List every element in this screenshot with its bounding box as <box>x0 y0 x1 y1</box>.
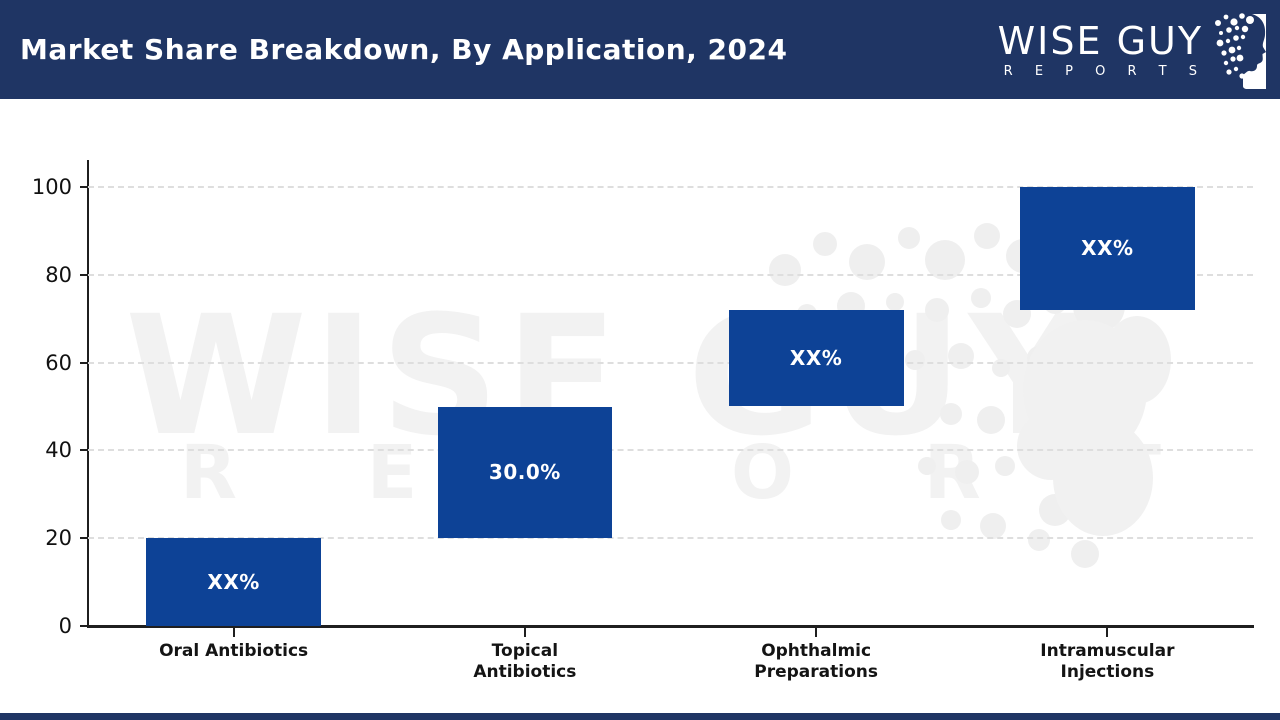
x-category-label: Intramuscular Injections <box>1040 641 1175 682</box>
page-title: Market Share Breakdown, By Application, … <box>20 33 788 66</box>
logo-wordmark: WISE GUY <box>997 19 1204 63</box>
y-tick-mark <box>80 449 88 452</box>
x-tick-mark <box>1106 628 1109 637</box>
y-tick-label: 0 <box>58 614 72 638</box>
brand-logo: WISE GUY R E P O R T S <box>995 8 1266 92</box>
bar-topical-antibiotics: 30.0% <box>437 406 613 539</box>
bar-value-label: 30.0% <box>488 460 561 485</box>
bar-ophthalmic-preparations: XX% <box>728 309 904 407</box>
y-tick-mark <box>80 273 88 276</box>
bar-oral-antibiotics: XX% <box>146 538 321 626</box>
header-bar: Market Share Breakdown, By Application, … <box>0 0 1280 99</box>
bar-intramuscular-injections: XX% <box>1020 187 1195 310</box>
x-category-label: Ophthalmic Preparations <box>754 641 878 682</box>
logo-head-icon <box>1215 13 1266 89</box>
gridline <box>88 361 1253 364</box>
y-tick-label: 60 <box>45 350 72 375</box>
x-tick-mark <box>523 628 526 637</box>
bar-value-label: XX% <box>1081 236 1134 261</box>
y-tick-label: 40 <box>45 438 72 463</box>
x-axis-spine <box>87 625 1254 628</box>
y-tick-label: 20 <box>45 526 72 551</box>
gridline <box>88 449 1253 452</box>
y-tick-mark <box>80 537 88 540</box>
x-tick-mark <box>815 628 818 637</box>
gridline <box>88 537 1253 540</box>
x-tick-mark <box>232 628 235 637</box>
y-tick-mark <box>80 625 88 627</box>
gridline <box>88 186 1253 188</box>
gridline <box>88 273 1253 276</box>
x-category-label: Topical Antibiotics <box>473 641 577 682</box>
bar-value-label: XX% <box>789 346 843 371</box>
bar-value-label: XX% <box>207 570 260 595</box>
y-tick-mark <box>80 186 88 188</box>
x-category-label: Oral Antibiotics <box>159 641 309 661</box>
footer-bar <box>0 713 1280 720</box>
y-tick-mark <box>80 361 88 364</box>
y-tick-label: 80 <box>45 262 72 287</box>
y-tick-label: 100 <box>31 175 72 199</box>
logo-reports-label: R E P O R T S <box>1003 64 1206 79</box>
y-axis-spine <box>87 160 89 628</box>
